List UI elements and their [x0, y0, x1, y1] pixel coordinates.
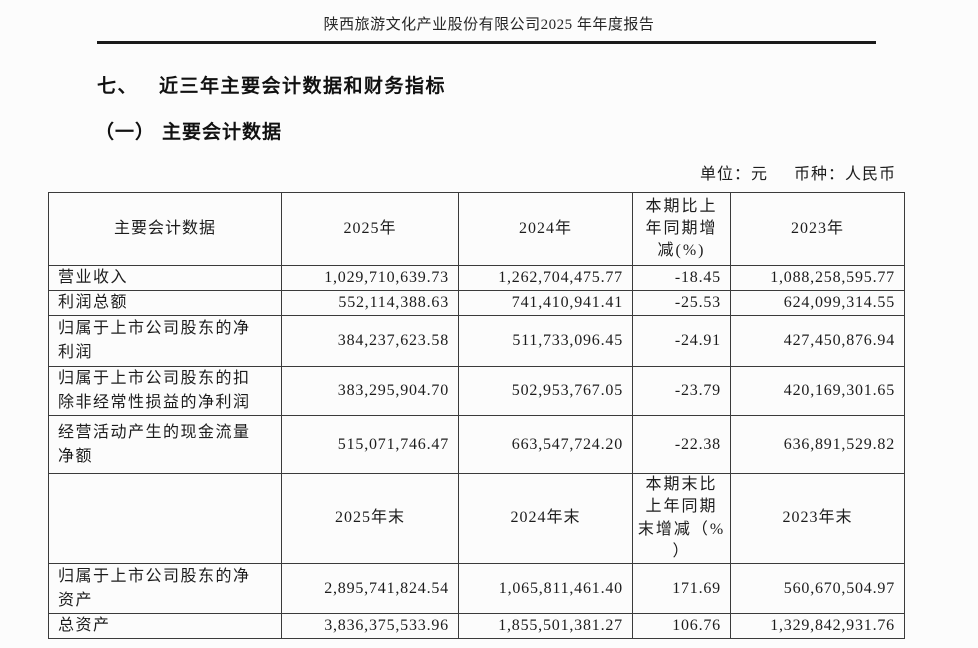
- cell-2024: 1,262,704,475.77: [458, 265, 633, 291]
- table-header-period: 主要会计数据 2025年 2024年 本期比上 年同期增 减(%) 2023年: [48, 192, 905, 266]
- cell-2025-end: 2,895,741,824.54: [281, 563, 459, 614]
- subsection-heading: （一） 主要会计数据: [95, 117, 282, 144]
- cell-change: -23.79: [632, 366, 731, 416]
- row-net-profit: 归属于上市公司股东的净 利润 384,237,623.58 511,733,09…: [48, 315, 905, 367]
- cell-change: 106.76: [632, 613, 731, 639]
- row-operating-cash-flow: 经营活动产生的现金流量 净额 515,071,746.47 663,547,72…: [48, 415, 905, 474]
- currency-label: 币种：人民币: [793, 166, 896, 183]
- cell-2023-end: 560,670,504.97: [730, 563, 905, 614]
- cell-2023-end: 1,329,842,931.76: [730, 613, 905, 639]
- col-header-2024-end: 2024年末: [458, 473, 633, 564]
- cell-2025: 1,029,710,639.73: [281, 265, 459, 291]
- section-number: 七、: [97, 76, 139, 97]
- cell-2025: 552,114,388.63: [281, 290, 459, 316]
- unit-currency-line: 单位：元 币种：人民币: [48, 160, 896, 184]
- col-header-2025: 2025年: [281, 192, 459, 266]
- row-revenue: 营业收入 1,029,710,639.73 1,262,704,475.77 -…: [48, 265, 905, 291]
- section-heading: 七、 近三年主要会计数据和财务指标: [97, 71, 446, 98]
- cell-2023: 1,088,258,595.77: [730, 265, 905, 291]
- row-label: 归属于上市公司股东的净 利润: [48, 315, 282, 367]
- table-header-period-end: 2025年末 2024年末 本期末比 上年同期 末增减（% ） 2023年末: [48, 473, 905, 564]
- cell-2024: 511,733,096.45: [458, 315, 633, 367]
- cell-change: -25.53: [632, 290, 731, 316]
- subsection-number: （一）: [95, 122, 156, 143]
- cell-2024: 741,410,941.41: [458, 290, 633, 316]
- cell-2025: 515,071,746.47: [281, 415, 459, 474]
- col-header-end-change: 本期末比 上年同期 末增减（% ）: [632, 473, 731, 564]
- cell-2024: 663,547,724.20: [458, 415, 633, 474]
- doc-header-title: 陕西旅游文化产业股份有限公司2025 年年度报告: [323, 17, 655, 33]
- row-label: 归属于上市公司股东的净 资产: [48, 563, 282, 614]
- row-net-assets: 归属于上市公司股东的净 资产 2,895,741,824.54 1,065,81…: [48, 563, 905, 614]
- col-header-empty: [48, 473, 282, 564]
- cell-2025: 383,295,904.70: [281, 366, 459, 416]
- subsection-title: 主要会计数据: [162, 122, 283, 143]
- section-title: 近三年主要会计数据和财务指标: [159, 76, 447, 97]
- cell-2025-end: 3,836,375,533.96: [281, 613, 459, 639]
- header-divider-rule: [97, 41, 876, 44]
- row-net-profit-deducted: 归属于上市公司股东的扣 除非经常性损益的净利润 383,295,904.70 5…: [48, 366, 905, 416]
- cell-2023: 624,099,314.55: [730, 290, 905, 316]
- row-label: 经营活动产生的现金流量 净额: [48, 415, 282, 474]
- cell-change: -22.38: [632, 415, 731, 474]
- row-total-profit: 利润总额 552,114,388.63 741,410,941.41 -25.5…: [48, 290, 905, 316]
- row-label: 归属于上市公司股东的扣 除非经常性损益的净利润: [48, 366, 282, 416]
- cell-2023: 420,169,301.65: [730, 366, 905, 416]
- cell-2024: 502,953,767.05: [458, 366, 633, 416]
- col-header-2023-end: 2023年末: [730, 473, 905, 564]
- col-header-2023: 2023年: [730, 192, 905, 266]
- col-header-2024: 2024年: [458, 192, 633, 266]
- row-total-assets: 总资产 3,836,375,533.96 1,855,501,381.27 10…: [48, 613, 905, 639]
- unit-label: 单位：元: [699, 166, 768, 183]
- cell-2023: 427,450,876.94: [730, 315, 905, 367]
- cell-2024-end: 1,855,501,381.27: [458, 613, 633, 639]
- accounting-data-table: 主要会计数据 2025年 2024年 本期比上 年同期增 减(%) 2023年 …: [48, 192, 905, 639]
- cell-2025: 384,237,623.58: [281, 315, 459, 367]
- row-label: 利润总额: [48, 290, 282, 316]
- cell-change: -24.91: [632, 315, 731, 367]
- col-header-metric: 主要会计数据: [48, 192, 282, 266]
- row-label: 营业收入: [48, 265, 282, 291]
- cell-change: 171.69: [632, 563, 731, 614]
- cell-change: -18.45: [632, 265, 731, 291]
- row-label: 总资产: [48, 613, 282, 639]
- col-header-2025-end: 2025年末: [281, 473, 459, 564]
- cell-2024-end: 1,065,811,461.40: [458, 563, 633, 614]
- cell-2023: 636,891,529.82: [730, 415, 905, 474]
- col-header-period-change: 本期比上 年同期增 减(%): [632, 192, 731, 266]
